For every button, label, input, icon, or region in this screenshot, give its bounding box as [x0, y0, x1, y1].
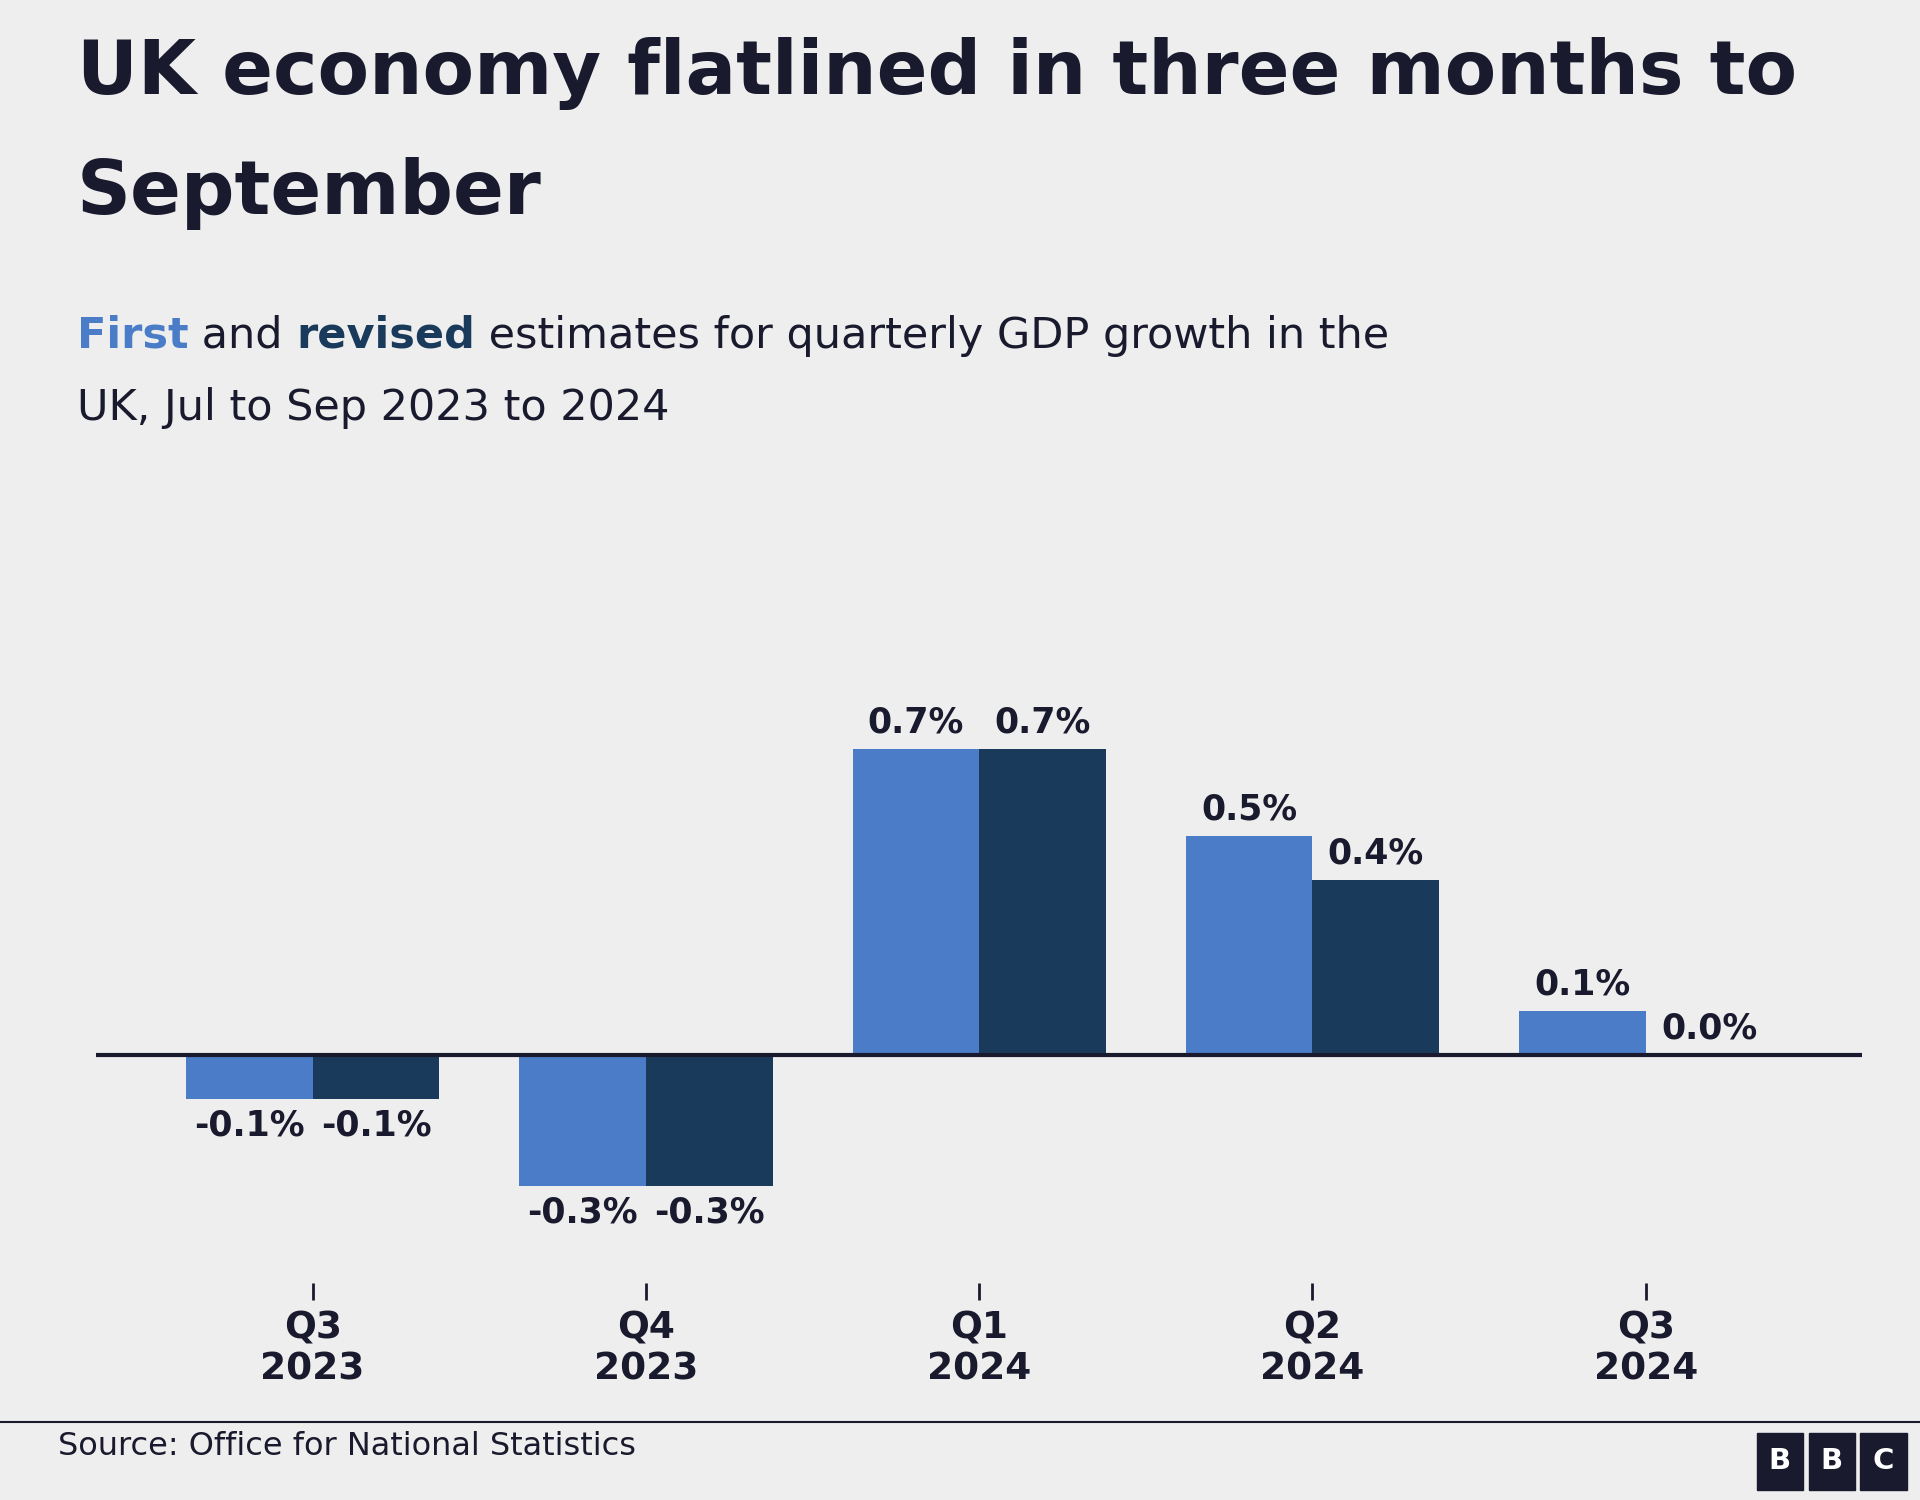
Text: and: and: [188, 315, 296, 357]
Bar: [1313, 880, 1440, 1054]
Text: 0.5%: 0.5%: [1202, 792, 1298, 826]
Text: estimates for quarterly GDP growth in the: estimates for quarterly GDP growth in th…: [476, 315, 1390, 357]
Text: -0.1%: -0.1%: [194, 1108, 305, 1143]
Text: 0.7%: 0.7%: [868, 705, 964, 740]
Bar: [645, 1054, 772, 1186]
Text: UK economy flatlined in three months to: UK economy flatlined in three months to: [77, 38, 1797, 111]
Text: -0.3%: -0.3%: [528, 1196, 637, 1230]
Bar: [852, 748, 979, 1054]
Text: UK, Jul to Sep 2023 to 2024: UK, Jul to Sep 2023 to 2024: [77, 387, 670, 429]
Bar: [1187, 837, 1313, 1054]
Text: September: September: [77, 158, 541, 231]
Text: First: First: [77, 315, 188, 357]
Text: 0.0%: 0.0%: [1661, 1011, 1757, 1046]
Text: B: B: [1820, 1448, 1843, 1474]
Text: C: C: [1872, 1448, 1895, 1474]
Text: 0.1%: 0.1%: [1534, 968, 1630, 1002]
Text: -0.3%: -0.3%: [655, 1196, 764, 1230]
Text: 0.4%: 0.4%: [1329, 837, 1425, 870]
Bar: [313, 1054, 440, 1098]
Text: 0.7%: 0.7%: [995, 705, 1091, 740]
Text: revised: revised: [296, 315, 476, 357]
Bar: [186, 1054, 313, 1098]
Bar: [1519, 1011, 1645, 1054]
Text: Source: Office for National Statistics: Source: Office for National Statistics: [58, 1431, 636, 1462]
Bar: [979, 748, 1106, 1054]
Text: B: B: [1768, 1448, 1791, 1474]
Text: -0.1%: -0.1%: [321, 1108, 432, 1143]
Bar: [518, 1054, 645, 1186]
